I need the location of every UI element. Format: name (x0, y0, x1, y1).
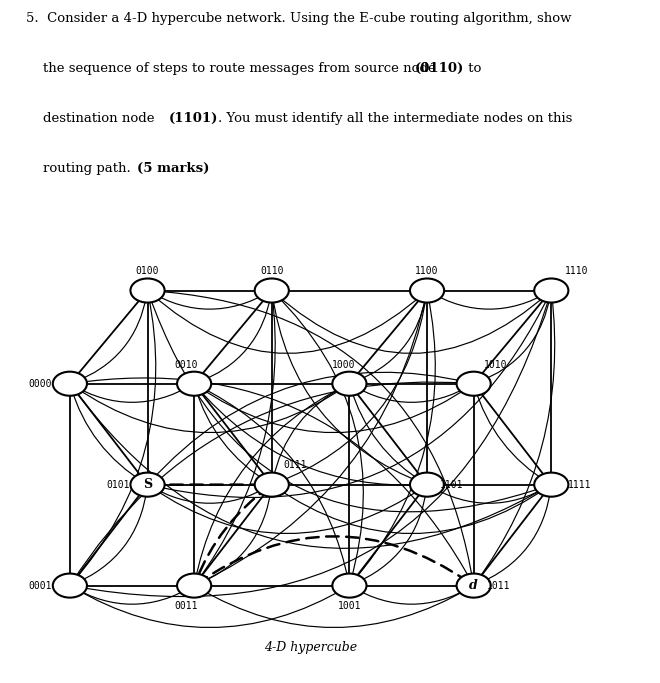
FancyArrowPatch shape (197, 385, 349, 583)
FancyArrowPatch shape (197, 293, 271, 382)
Text: the sequence of steps to route messages from source node: the sequence of steps to route messages … (26, 62, 440, 75)
Text: 1001: 1001 (338, 601, 361, 611)
FancyArrowPatch shape (477, 293, 551, 382)
Text: 0101: 0101 (106, 479, 130, 490)
Ellipse shape (53, 574, 87, 598)
Ellipse shape (410, 473, 444, 497)
Text: 1010: 1010 (484, 360, 507, 370)
FancyArrowPatch shape (150, 486, 425, 533)
Text: . You must identify all the intermediate nodes on this: . You must identify all the intermediate… (218, 112, 572, 125)
FancyArrowPatch shape (430, 292, 549, 309)
FancyArrowPatch shape (150, 292, 425, 353)
Text: S: S (143, 478, 152, 491)
FancyArrowPatch shape (72, 293, 156, 583)
Text: 1000: 1000 (331, 360, 355, 370)
FancyArrowPatch shape (352, 587, 471, 604)
FancyArrowPatch shape (274, 292, 364, 583)
Text: (5 marks): (5 marks) (137, 162, 210, 175)
Text: 1110: 1110 (564, 266, 588, 276)
Text: to: to (464, 62, 481, 75)
FancyArrowPatch shape (274, 486, 549, 533)
FancyArrowPatch shape (197, 536, 469, 584)
FancyArrowPatch shape (197, 385, 471, 432)
FancyArrowPatch shape (475, 387, 549, 483)
Ellipse shape (534, 279, 568, 303)
Text: d: d (469, 579, 478, 592)
FancyArrowPatch shape (195, 387, 269, 483)
Ellipse shape (457, 574, 491, 598)
FancyArrowPatch shape (195, 385, 347, 583)
FancyArrowPatch shape (73, 488, 147, 585)
FancyArrowPatch shape (197, 293, 426, 585)
Text: destination node: destination node (26, 112, 159, 125)
Text: 0111: 0111 (283, 460, 307, 470)
Ellipse shape (177, 372, 211, 395)
FancyArrowPatch shape (71, 387, 145, 483)
FancyArrowPatch shape (73, 293, 147, 382)
Text: 1011: 1011 (486, 581, 510, 591)
FancyArrowPatch shape (272, 293, 424, 484)
Ellipse shape (131, 473, 164, 497)
FancyArrowPatch shape (73, 587, 191, 604)
Text: 1100: 1100 (415, 266, 439, 276)
FancyArrowPatch shape (150, 292, 269, 309)
FancyArrowPatch shape (275, 293, 426, 484)
FancyArrowPatch shape (352, 488, 427, 585)
FancyArrowPatch shape (148, 293, 548, 512)
FancyArrowPatch shape (150, 482, 266, 488)
FancyArrowPatch shape (196, 386, 424, 485)
FancyArrowPatch shape (149, 372, 471, 483)
Ellipse shape (534, 473, 568, 497)
FancyArrowPatch shape (352, 385, 471, 402)
Text: 0011: 0011 (175, 601, 198, 611)
FancyArrowPatch shape (73, 293, 550, 597)
Ellipse shape (333, 372, 366, 395)
FancyArrowPatch shape (195, 486, 269, 581)
Text: 0110: 0110 (260, 266, 284, 276)
Text: 0000: 0000 (28, 378, 52, 389)
FancyArrowPatch shape (274, 292, 549, 353)
Ellipse shape (255, 279, 289, 303)
FancyArrowPatch shape (150, 293, 550, 497)
FancyArrowPatch shape (430, 486, 549, 503)
Text: 0100: 0100 (136, 266, 159, 276)
Ellipse shape (457, 372, 491, 395)
FancyArrowPatch shape (72, 385, 347, 432)
FancyArrowPatch shape (150, 291, 473, 583)
Text: 5.  Consider a 4-D hypercube network. Using the E-cube routing algorithm, show: 5. Consider a 4-D hypercube network. Usi… (26, 12, 572, 25)
Text: 0001: 0001 (28, 581, 52, 591)
FancyArrowPatch shape (73, 385, 191, 402)
Text: 1111: 1111 (568, 479, 591, 490)
Ellipse shape (131, 279, 164, 303)
FancyArrowPatch shape (73, 378, 473, 583)
FancyArrowPatch shape (350, 387, 424, 483)
FancyArrowPatch shape (197, 488, 271, 585)
Text: 0010: 0010 (175, 360, 198, 370)
Ellipse shape (255, 473, 289, 497)
Ellipse shape (53, 372, 87, 395)
FancyArrowPatch shape (71, 386, 549, 548)
FancyArrowPatch shape (352, 293, 426, 382)
FancyArrowPatch shape (196, 293, 275, 583)
FancyArrowPatch shape (71, 382, 471, 583)
FancyArrowPatch shape (477, 488, 551, 585)
Ellipse shape (333, 574, 366, 598)
FancyArrowPatch shape (351, 293, 436, 583)
Text: 1101: 1101 (440, 479, 464, 490)
FancyArrowPatch shape (197, 587, 471, 628)
FancyArrowPatch shape (273, 385, 347, 482)
FancyArrowPatch shape (475, 293, 555, 583)
Text: 4-D hypercube: 4-D hypercube (264, 641, 357, 654)
Text: routing path.: routing path. (26, 162, 135, 175)
Text: (1101): (1101) (168, 112, 218, 125)
FancyArrowPatch shape (150, 486, 269, 503)
FancyArrowPatch shape (72, 587, 347, 628)
Text: (0110): (0110) (414, 62, 464, 75)
Ellipse shape (177, 574, 211, 598)
Ellipse shape (410, 279, 444, 303)
